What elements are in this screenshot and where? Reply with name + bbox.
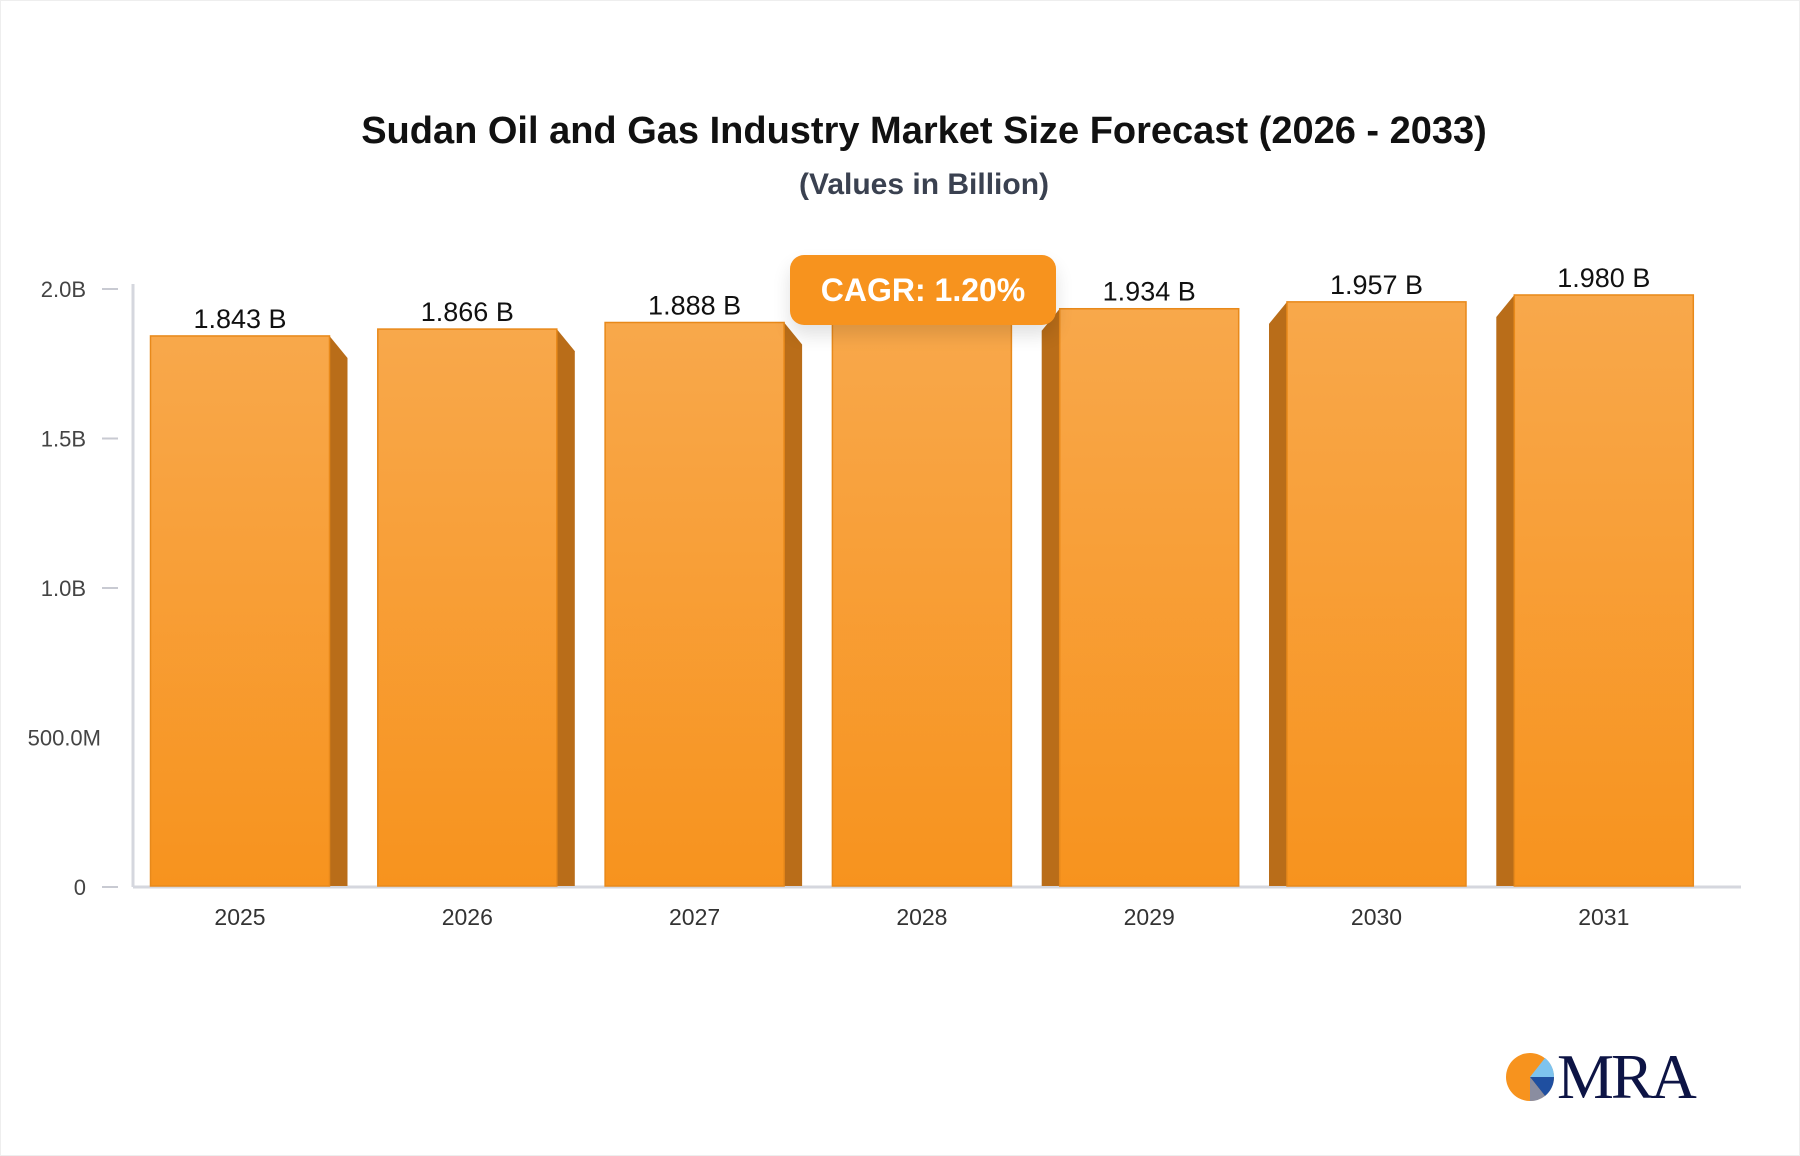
bar-2027 <box>604 321 785 887</box>
bar-2031 <box>1513 294 1695 887</box>
data-label: 1.866 B <box>421 297 514 327</box>
bar-side <box>1269 301 1287 886</box>
x-tick-label: 2026 <box>442 904 493 930</box>
data-label: 1.957 B <box>1330 270 1423 300</box>
cagr-badge: CAGR: 1.20% <box>790 255 1056 325</box>
data-label: 1.980 B <box>1557 263 1650 293</box>
chart-title: Sudan Oil and Gas Industry Market Size F… <box>361 110 1487 152</box>
x-tick-label: 2030 <box>1351 904 1402 930</box>
bar-side <box>784 322 803 886</box>
bar-2026 <box>377 328 558 887</box>
pie-logo-icon <box>1506 1053 1555 1102</box>
logo-text: MRA <box>1557 1041 1697 1112</box>
bar-side <box>1496 294 1515 887</box>
x-tick-label: 2031 <box>1578 904 1629 930</box>
x-tick-label: 2029 <box>1124 904 1175 930</box>
x-tick-label: 2028 <box>896 904 947 930</box>
data-label: 1.888 B <box>648 290 741 320</box>
data-label: 1.934 B <box>1103 277 1196 307</box>
y-tick-label: 500.0M <box>28 726 101 751</box>
chart-subtitle: (Values in Billion) <box>798 168 1050 201</box>
bar-side <box>1041 308 1060 886</box>
x-tick-label: 2027 <box>669 904 720 930</box>
y-tick-label: 1.5B <box>41 427 86 452</box>
bar-side <box>556 329 575 886</box>
bar-2028 <box>831 314 1013 887</box>
bar-2030 <box>1286 301 1467 887</box>
bar-side <box>329 335 348 886</box>
bar-2025 <box>149 335 331 887</box>
y-tick-label: 2.0B <box>41 277 86 302</box>
y-tick-label: 1.0B <box>41 576 86 601</box>
data-label: 1.843 B <box>193 304 286 334</box>
x-tick-label: 2025 <box>214 904 265 930</box>
mra-logo: MRA <box>1505 1040 1697 1114</box>
bar-2029 <box>1058 307 1240 887</box>
y-tick-label: 0 <box>74 875 86 900</box>
